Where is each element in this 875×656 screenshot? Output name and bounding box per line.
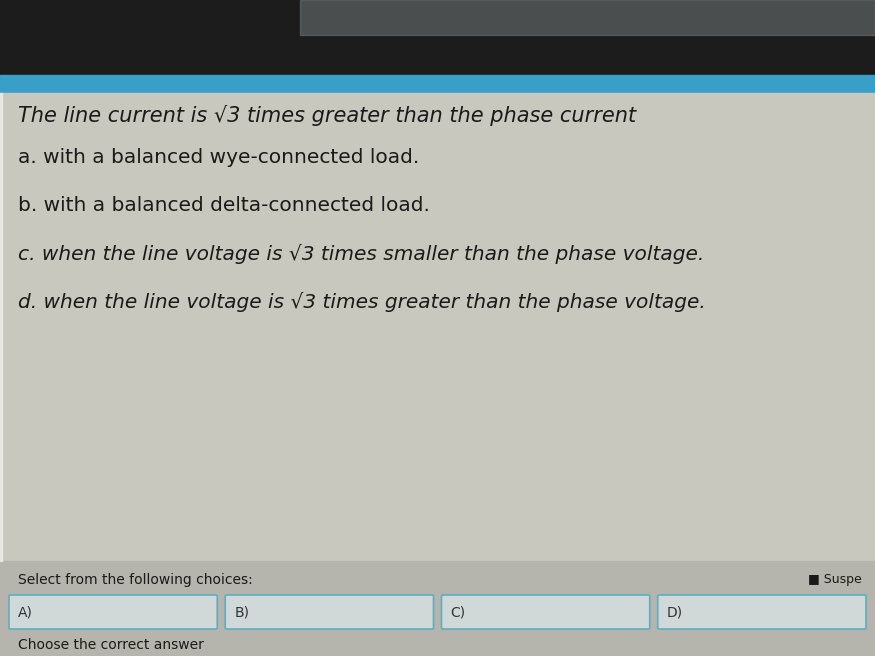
Text: a. with a balanced wye-connected load.: a. with a balanced wye-connected load. [18,148,419,167]
Text: D): D) [667,605,682,619]
Bar [0,561,875,656]
Text: c. when the line voltage is √3 times smaller than the phase voltage.: c. when the line voltage is √3 times sma… [18,244,704,264]
FancyBboxPatch shape [225,595,433,629]
Text: C): C) [451,605,466,619]
FancyBboxPatch shape [658,595,866,629]
FancyBboxPatch shape [442,595,650,629]
Text: Select from the following choices:: Select from the following choices: [18,573,253,587]
Text: A): A) [18,605,33,619]
Text: b. with a balanced delta-connected load.: b. with a balanced delta-connected load. [18,196,430,215]
Bar [300,0,875,35]
Text: d. when the line voltage is √3 times greater than the phase voltage.: d. when the line voltage is √3 times gre… [18,292,706,312]
Text: B): B) [234,605,249,619]
Bar [0,93,875,561]
FancyBboxPatch shape [9,595,217,629]
Text: The line current is √3 times greater than the phase current: The line current is √3 times greater tha… [18,105,636,126]
Text: Choose the correct answer: Choose the correct answer [18,638,204,652]
Bar [0,93,2,561]
Bar [0,75,875,93]
Bar [0,0,875,75]
Text: ■ Suspe: ■ Suspe [808,573,862,586]
